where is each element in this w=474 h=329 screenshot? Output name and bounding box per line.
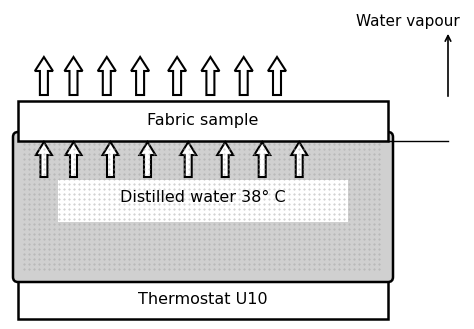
Polygon shape	[35, 57, 53, 95]
FancyBboxPatch shape	[13, 132, 393, 282]
Polygon shape	[139, 142, 155, 177]
Polygon shape	[102, 142, 118, 177]
Polygon shape	[180, 142, 196, 177]
Bar	[18, 101, 388, 141]
Text: Fabric sample: Fabric sample	[147, 114, 259, 129]
Polygon shape	[254, 142, 270, 177]
Text: Distilled water 38° C: Distilled water 38° C	[120, 190, 286, 205]
Polygon shape	[268, 57, 286, 95]
Polygon shape	[235, 57, 253, 95]
Polygon shape	[131, 57, 149, 95]
Polygon shape	[65, 142, 82, 177]
Polygon shape	[64, 57, 82, 95]
Bar	[18, 281, 388, 319]
Text: Thermostat U10: Thermostat U10	[138, 292, 268, 308]
Polygon shape	[201, 57, 219, 95]
Text: Water vapour: Water vapour	[356, 14, 460, 29]
Polygon shape	[168, 57, 186, 95]
Polygon shape	[217, 142, 233, 177]
Bar	[58, 180, 348, 222]
Polygon shape	[291, 142, 307, 177]
Polygon shape	[36, 142, 52, 177]
Polygon shape	[98, 57, 116, 95]
